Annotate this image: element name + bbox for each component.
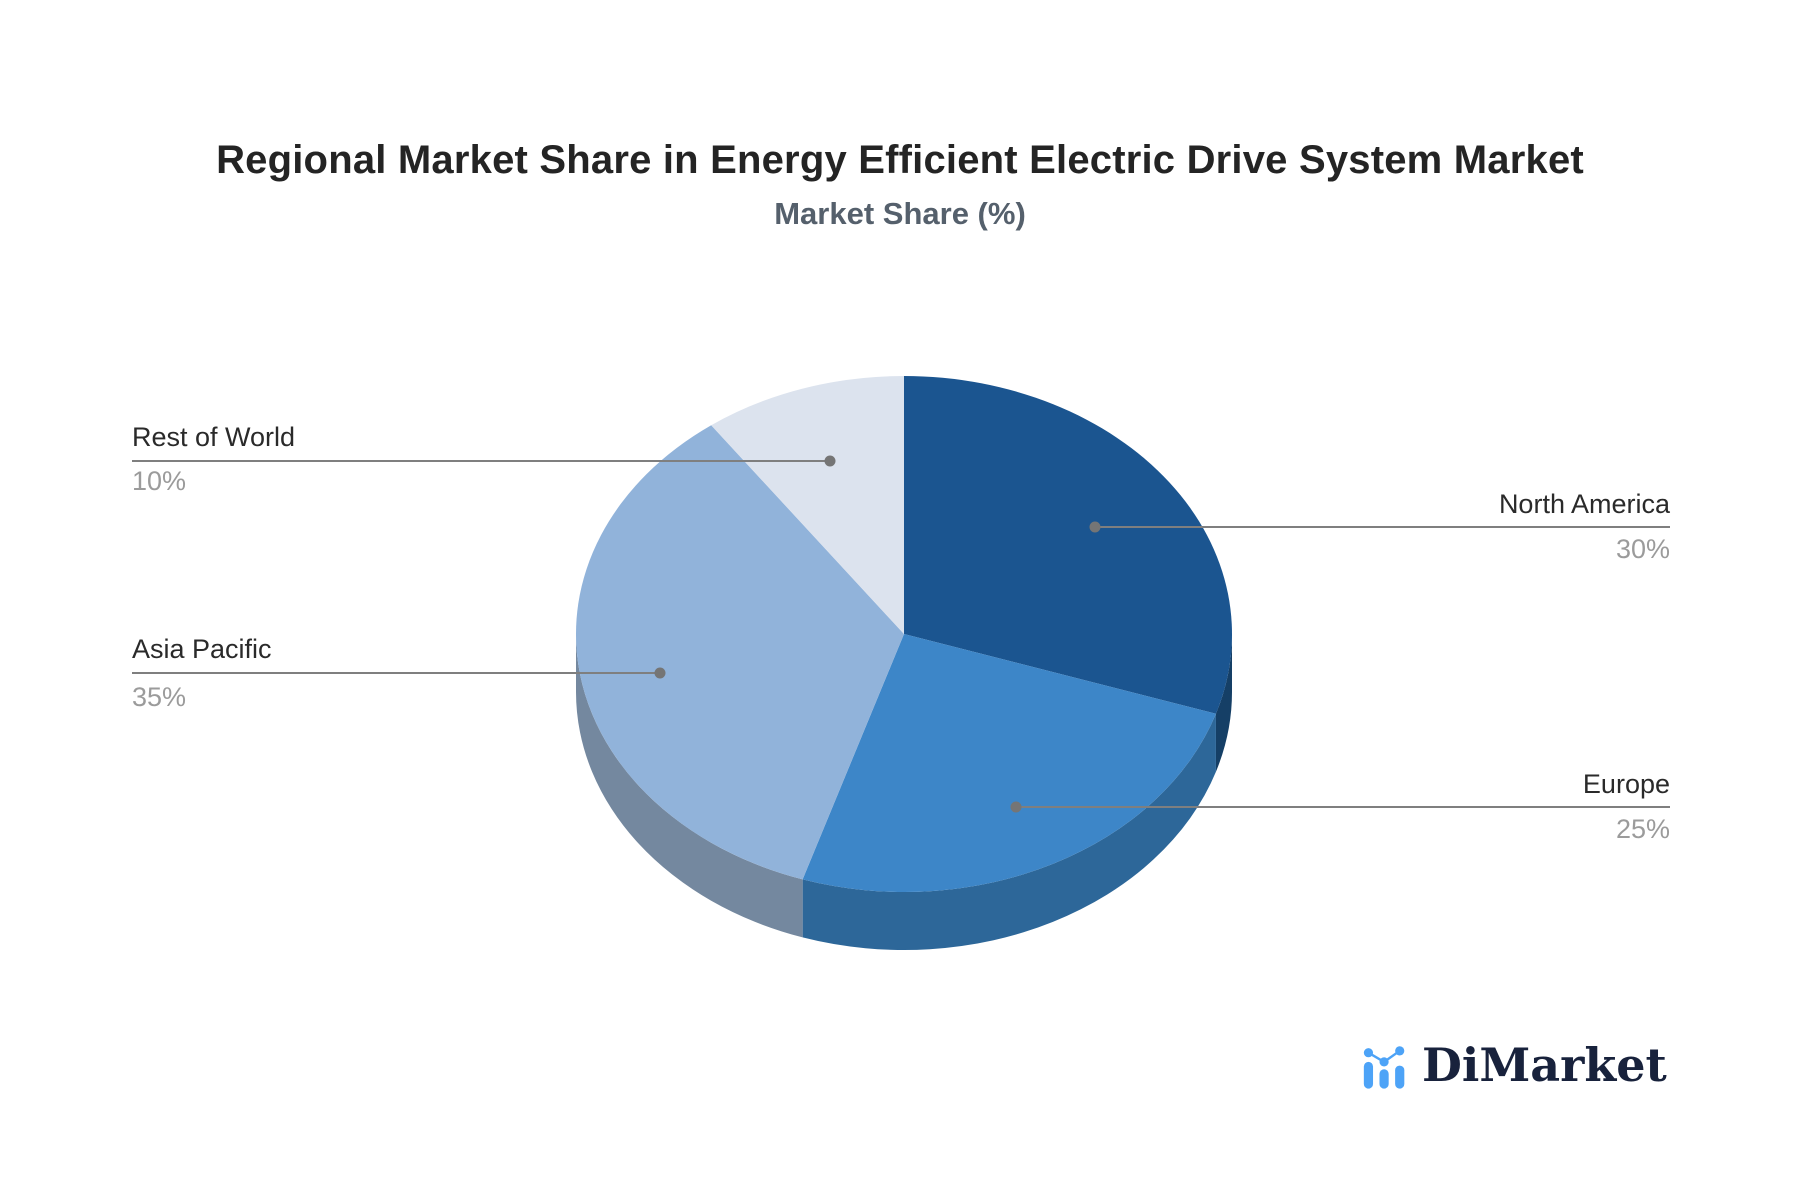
callout-label-rest-of-world: Rest of World: [132, 422, 296, 452]
callout-dot-asia-pacific: [654, 667, 666, 679]
chart-subtitle: Market Share (%): [774, 196, 1026, 231]
callout-label-asia-pacific: Asia Pacific: [132, 634, 272, 664]
pie-slice-rest-of-world[interactable]: [711, 376, 904, 634]
pie-slice-side-north-america: [1215, 634, 1232, 772]
pie-slice-side-asia-pacific: [576, 634, 803, 938]
callout-dot-rest-of-world: [824, 455, 836, 467]
brand-logo: DiMarket: [1362, 1040, 1667, 1090]
callout-dot-north-america: [1089, 521, 1101, 533]
callout-value-asia-pacific: 35%: [132, 682, 187, 712]
callout-value-north-america: 30%: [1615, 534, 1670, 564]
brand-name: DiMarket: [1422, 1038, 1667, 1092]
page-title: Regional Market Share in Energy Efficien…: [216, 138, 1584, 182]
bar-chart-logo-icon: [1363, 1046, 1405, 1089]
pie-slice-north-america[interactable]: [904, 375, 1232, 714]
callout-value-europe: 25%: [1615, 814, 1670, 844]
pie-slice-europe[interactable]: [802, 634, 1216, 892]
callout-dot-europe: [1010, 801, 1022, 813]
pie-slice-side-europe: [802, 713, 1216, 950]
callout-value-rest-of-world: 10%: [132, 466, 187, 496]
pie-slice-asia-pacific[interactable]: [575, 425, 904, 880]
callout-label-north-america: North America: [1498, 489, 1670, 519]
callout-label-europe: Europe: [1582, 769, 1670, 799]
